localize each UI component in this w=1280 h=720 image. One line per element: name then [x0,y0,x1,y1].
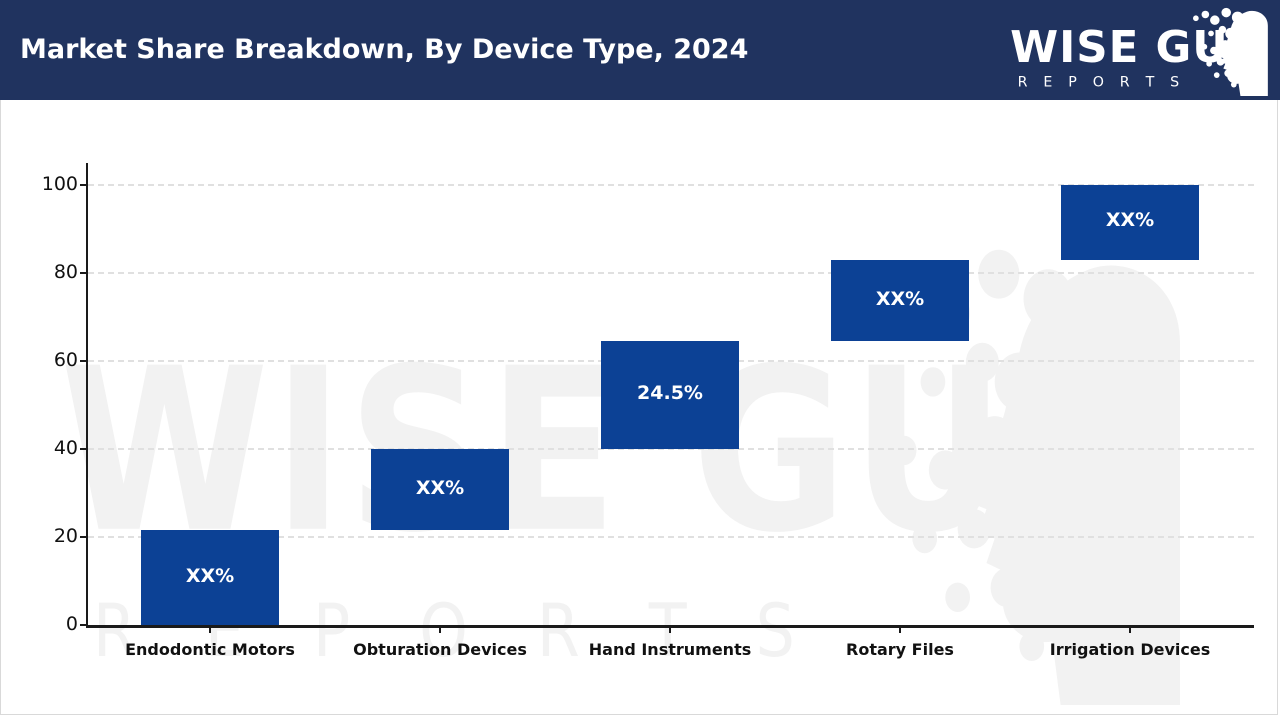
category-label: Obturation Devices [353,640,527,659]
ytick-mark-40 [80,448,88,450]
xtick-mark [1129,625,1131,633]
bar-segment [371,449,509,531]
ytick-mark-80 [80,272,88,274]
header-bar: Market Share Breakdown, By Device Type, … [0,0,1280,100]
wise-guy-reports-logo [1010,5,1268,96]
ytick-mark-100 [80,184,88,186]
ytick-label-80: 80 [53,261,78,283]
xtick-mark [209,625,211,633]
page-title: Market Share Breakdown, By Device Type, … [20,34,749,65]
ytick-label-40: 40 [53,437,78,459]
bar-value-label: XX% [185,564,235,587]
ytick-mark-0 [80,624,88,626]
bar-segment [141,530,279,625]
y-axis-spine [86,163,88,628]
gridline-20 [88,536,1254,538]
xtick-mark [439,625,441,633]
bar-value-label: XX% [1105,209,1155,232]
ytick-label-60: 60 [53,349,78,371]
category-label: Endodontic Motors [125,640,295,659]
ytick-mark-60 [80,360,88,362]
ytick-label-100: 100 [41,173,78,195]
gridline-40 [88,448,1254,450]
x-axis-spine [86,625,1254,628]
bar-segment [1061,185,1199,260]
bar-value-label: XX% [875,287,925,310]
category-label: Hand Instruments [588,640,752,659]
watermark-logo [60,235,1180,705]
xtick-mark [669,625,671,633]
ytick-mark-20 [80,536,88,538]
category-label: Rotary Files [846,640,954,659]
ytick-label-0: 0 [65,613,78,635]
bar-segment [831,259,969,342]
category-label: Irrigation Devices [1049,640,1211,659]
xtick-mark [899,625,901,633]
bar-value-label: 24.5% [637,382,703,405]
gridline-100 [88,184,1254,186]
bar-value-label: XX% [415,476,465,499]
bar-segment [601,341,739,449]
gridline-80 [88,272,1254,274]
ytick-label-20: 20 [53,525,78,547]
